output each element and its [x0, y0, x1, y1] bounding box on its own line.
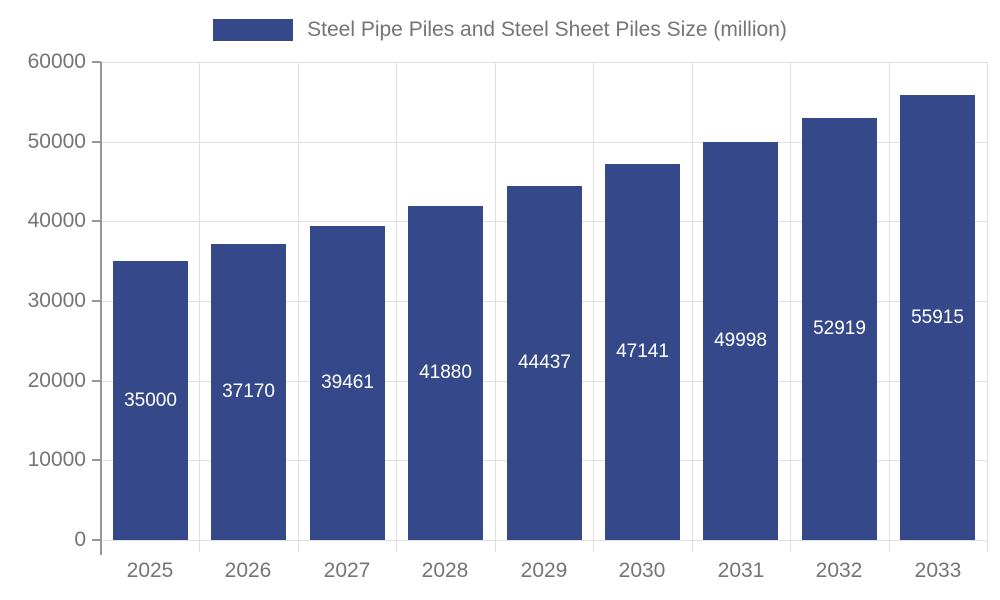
- bar-2026: [211, 244, 286, 540]
- x-gridline: [593, 62, 594, 552]
- bar-value-label: 44437: [518, 352, 571, 373]
- x-gridline: [889, 62, 890, 552]
- bar-value-label: 49998: [714, 330, 767, 351]
- legend-label: Steel Pipe Piles and Steel Sheet Piles S…: [307, 18, 787, 41]
- x-gridline: [692, 62, 693, 552]
- bar-value-label: 55915: [911, 307, 964, 328]
- y-axis-tick-label: 50000: [27, 130, 86, 153]
- y-axis-tick: [92, 220, 101, 222]
- y-axis-line: [100, 62, 102, 555]
- bar-2033: [900, 95, 975, 540]
- y-axis-tick-label: 10000: [27, 448, 86, 471]
- y-axis-tick-label: 40000: [27, 209, 86, 232]
- x-gridline: [495, 62, 496, 552]
- y-axis-tick: [92, 300, 101, 302]
- x-axis-tick-label: 2025: [126, 559, 174, 582]
- chart-legend[interactable]: Steel Pipe Piles and Steel Sheet Piles S…: [0, 18, 1000, 42]
- y-gridline: [101, 142, 987, 143]
- bar-value-label: 41880: [419, 362, 472, 383]
- bar-2031: [703, 142, 778, 540]
- y-axis-tick-label: 30000: [27, 289, 86, 312]
- y-axis-tick-label: 0: [74, 528, 86, 551]
- x-axis-tick-label: 2030: [618, 559, 666, 582]
- bar-2027: [310, 226, 385, 540]
- bar-value-label: 37170: [222, 381, 275, 402]
- bar-value-label: 39461: [321, 372, 374, 393]
- x-axis-tick-label: 2032: [815, 559, 863, 582]
- bar-value-label: 52919: [813, 318, 866, 339]
- y-axis-tick: [92, 539, 101, 541]
- x-gridline: [298, 62, 299, 552]
- bar-2028: [408, 206, 483, 540]
- y-gridline: [101, 540, 987, 541]
- y-axis-tick-label: 60000: [27, 50, 86, 73]
- x-axis-tick-label: 2033: [914, 559, 962, 582]
- y-axis-tick: [92, 380, 101, 382]
- y-axis-tick: [92, 61, 101, 63]
- bar-2030: [605, 164, 680, 540]
- y-axis-tick: [92, 141, 101, 143]
- y-gridline: [101, 62, 987, 63]
- y-axis-tick: [92, 459, 101, 461]
- bar-2029: [507, 186, 582, 540]
- bar-value-label: 47141: [616, 341, 669, 362]
- legend-swatch-icon[interactable]: [213, 19, 294, 41]
- bar-2032: [802, 118, 877, 540]
- x-axis-tick-label: 2031: [717, 559, 765, 582]
- x-axis-tick-label: 2029: [520, 559, 568, 582]
- x-gridline: [199, 62, 200, 552]
- bar-2025: [113, 261, 188, 540]
- x-gridline: [396, 62, 397, 552]
- x-axis-tick-label: 2027: [323, 559, 371, 582]
- x-axis-tick-label: 2028: [421, 559, 469, 582]
- x-gridline: [987, 62, 988, 552]
- x-axis-tick-label: 2026: [224, 559, 272, 582]
- x-gridline: [790, 62, 791, 552]
- bar-value-label: 35000: [124, 390, 177, 411]
- y-axis-tick-label: 20000: [27, 369, 86, 392]
